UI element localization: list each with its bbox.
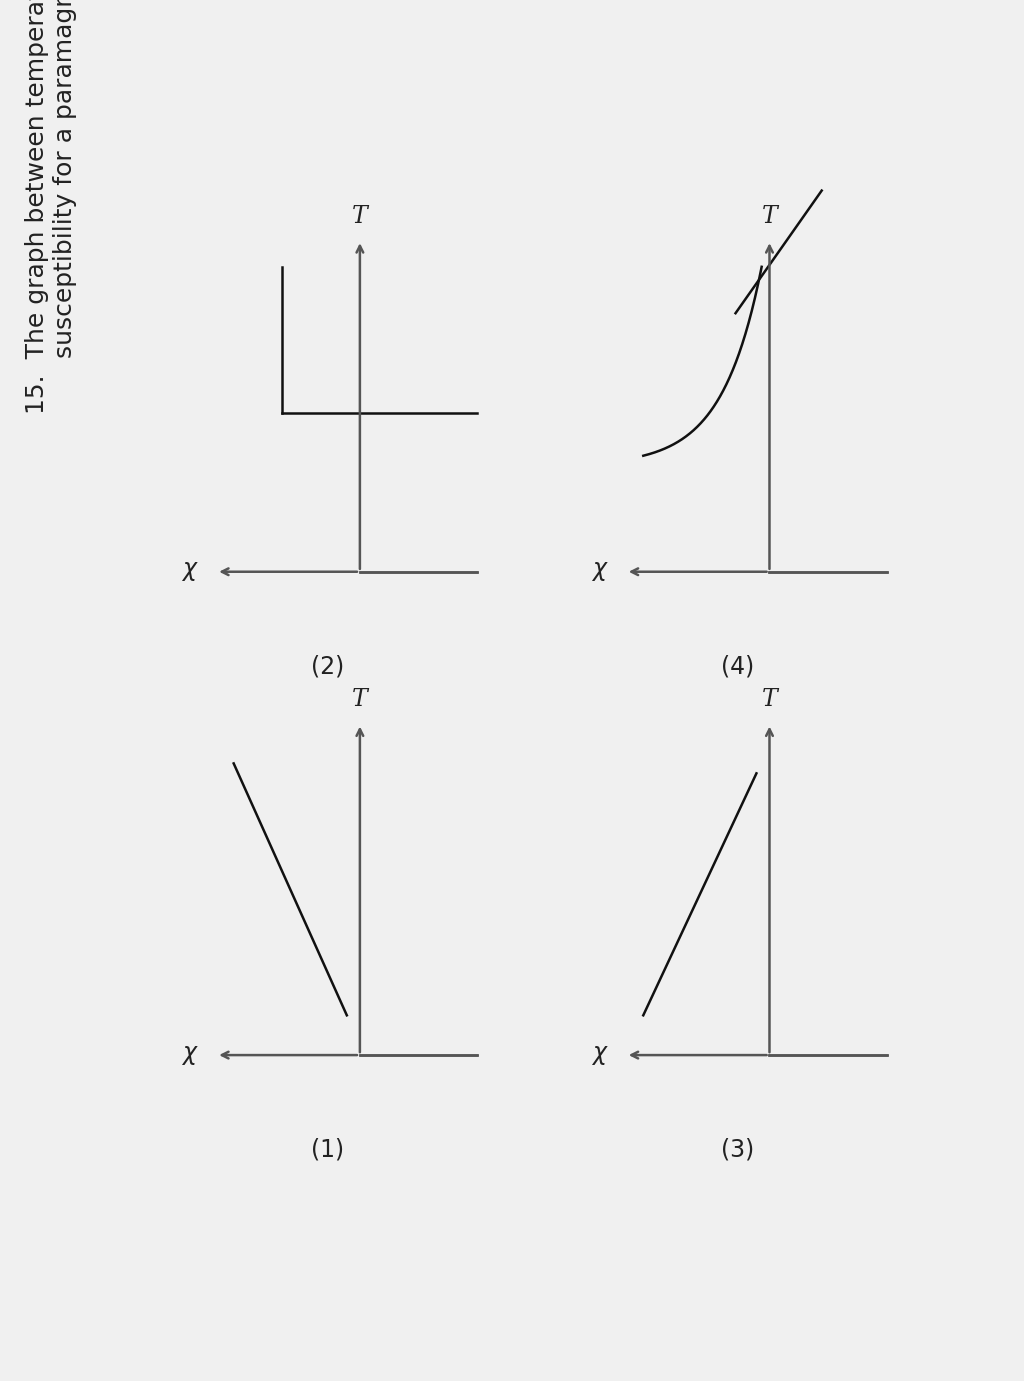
Text: $\chi$: $\chi$ xyxy=(181,561,199,583)
Text: T: T xyxy=(352,204,368,228)
Text: (2): (2) xyxy=(311,655,344,678)
Text: $\chi$: $\chi$ xyxy=(591,561,608,583)
Text: $\chi$: $\chi$ xyxy=(591,1044,608,1066)
Text: T: T xyxy=(762,688,777,711)
Text: T: T xyxy=(352,688,368,711)
Text: T: T xyxy=(762,204,777,228)
Text: (1): (1) xyxy=(311,1138,344,1161)
Text: $\chi$: $\chi$ xyxy=(181,1044,199,1066)
Text: 15.  The graph between temperature and magnetic
       susceptibility for a para: 15. The graph between temperature and ma… xyxy=(26,0,77,414)
Text: (4): (4) xyxy=(721,655,754,678)
Text: (3): (3) xyxy=(721,1138,754,1161)
